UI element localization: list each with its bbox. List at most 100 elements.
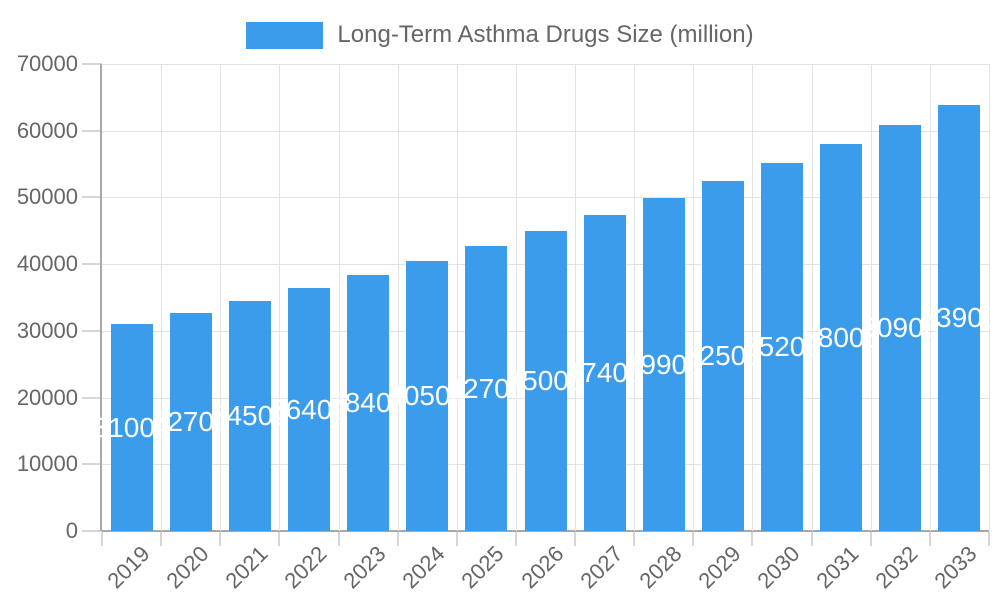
bar-value-label: 49900 bbox=[624, 348, 703, 380]
bar-2019[interactable] bbox=[110, 324, 153, 531]
legend-item[interactable]: Long-Term Asthma Drugs Size (million) bbox=[0, 20, 1000, 50]
gridline-vertical bbox=[811, 64, 813, 531]
x-tick-mark bbox=[928, 532, 931, 546]
y-axis-tick-label: 60000 bbox=[16, 117, 78, 143]
x-axis-tick-label: 2020 bbox=[161, 541, 214, 594]
gridline-vertical bbox=[752, 64, 754, 531]
x-axis-tick-label: 2029 bbox=[693, 541, 746, 594]
gridline-vertical bbox=[575, 64, 577, 531]
gridline-vertical bbox=[989, 64, 990, 531]
bar-2029[interactable] bbox=[701, 180, 744, 531]
bar-value-label: 38400 bbox=[329, 386, 408, 418]
x-tick-mark bbox=[219, 532, 222, 546]
bar-2031[interactable] bbox=[820, 144, 863, 531]
x-tick-mark bbox=[751, 532, 754, 546]
bar-2025[interactable] bbox=[465, 246, 508, 531]
bar-2024[interactable] bbox=[406, 260, 449, 531]
x-axis-line bbox=[102, 530, 989, 532]
y-tick-mark bbox=[82, 63, 102, 65]
bar-value-label: 42700 bbox=[447, 372, 526, 404]
gridline-vertical bbox=[693, 64, 695, 531]
x-axis-tick-label: 2032 bbox=[870, 541, 923, 594]
x-axis-tick-label: 2031 bbox=[811, 541, 864, 594]
x-axis-tick-label: 2024 bbox=[397, 541, 450, 594]
bar-value-label: 36400 bbox=[270, 393, 348, 425]
legend-swatch bbox=[246, 21, 324, 49]
bar-value-label: 58000 bbox=[802, 321, 881, 353]
gridline-horizontal bbox=[102, 130, 989, 132]
bar-2030[interactable] bbox=[761, 162, 804, 531]
y-axis-tick-label: 20000 bbox=[16, 384, 78, 410]
legend-label: Long-Term Asthma Drugs Size (million) bbox=[337, 21, 754, 48]
y-axis-line bbox=[100, 64, 102, 531]
x-axis-tick-label: 2025 bbox=[456, 541, 510, 594]
x-tick-mark bbox=[160, 532, 163, 546]
y-axis-tick-label: 70000 bbox=[16, 51, 78, 76]
x-tick-mark bbox=[810, 532, 813, 546]
x-axis-tick-label: 2026 bbox=[515, 541, 569, 594]
x-tick-mark bbox=[455, 532, 458, 546]
y-axis-tick-label: 10000 bbox=[16, 451, 78, 477]
y-tick-mark bbox=[82, 129, 102, 132]
y-axis-tick-label: 30000 bbox=[16, 317, 78, 343]
x-tick-mark bbox=[988, 532, 990, 546]
bar-2020[interactable] bbox=[169, 312, 212, 531]
x-tick-mark bbox=[337, 532, 340, 546]
x-axis-tick-label: 2023 bbox=[338, 541, 391, 594]
bar-value-label: 52500 bbox=[683, 339, 762, 371]
y-tick-mark bbox=[82, 329, 102, 332]
bar-2026[interactable] bbox=[524, 230, 567, 531]
gridline-horizontal bbox=[102, 197, 989, 199]
x-tick-mark bbox=[278, 532, 281, 546]
x-tick-mark bbox=[101, 532, 103, 546]
bar-value-label: 60900 bbox=[861, 311, 940, 343]
bar-2023[interactable] bbox=[347, 274, 390, 531]
gridline-vertical bbox=[870, 64, 872, 531]
gridline-vertical bbox=[634, 64, 636, 531]
x-axis-tick-label: 2022 bbox=[279, 541, 332, 594]
y-tick-mark bbox=[82, 463, 102, 466]
bar-2022[interactable] bbox=[287, 288, 330, 531]
x-axis-tick-label: 2021 bbox=[220, 541, 273, 594]
y-tick-mark bbox=[82, 196, 102, 199]
x-tick-mark bbox=[633, 532, 636, 546]
y-tick-mark bbox=[82, 263, 102, 266]
gridline-vertical bbox=[161, 64, 163, 531]
bar-2032[interactable] bbox=[879, 124, 922, 531]
x-tick-mark bbox=[514, 532, 517, 546]
x-tick-mark bbox=[692, 532, 695, 546]
x-axis-tick-label: 2033 bbox=[929, 541, 983, 594]
y-axis-tick-label: 40000 bbox=[16, 251, 78, 277]
x-axis-tick-label: 2028 bbox=[634, 541, 687, 594]
bar-value-label: 47400 bbox=[565, 356, 644, 388]
gridline-vertical bbox=[397, 64, 399, 531]
y-axis-tick-label: 50000 bbox=[16, 184, 78, 210]
y-axis-tick-label: 0 bbox=[65, 518, 78, 543]
x-tick-mark bbox=[574, 532, 577, 546]
bar-value-label: 40500 bbox=[388, 379, 467, 411]
gridline-vertical bbox=[279, 64, 281, 531]
gridline-vertical bbox=[515, 64, 517, 531]
bar-2033[interactable] bbox=[938, 104, 981, 531]
x-axis-tick-label: 2019 bbox=[101, 541, 155, 594]
bar-2021[interactable] bbox=[228, 300, 271, 531]
x-tick-mark bbox=[396, 532, 399, 546]
y-tick-mark bbox=[82, 530, 102, 532]
gridline-horizontal bbox=[102, 64, 989, 65]
bar-value-label: 32700 bbox=[151, 405, 230, 437]
gridline-vertical bbox=[338, 64, 340, 531]
bar-2027[interactable] bbox=[583, 214, 626, 531]
x-axis-tick-label: 2030 bbox=[752, 541, 805, 594]
bar-value-label: 63900 bbox=[920, 301, 999, 333]
bar-value-label: 45000 bbox=[506, 364, 585, 396]
bar-value-label: 34500 bbox=[210, 399, 289, 431]
bar-value-label: 55200 bbox=[743, 330, 821, 362]
gridline-vertical bbox=[929, 64, 931, 531]
gridline-vertical bbox=[220, 64, 222, 531]
bar-value-label: 31000 bbox=[92, 411, 171, 443]
bar-2028[interactable] bbox=[642, 198, 685, 531]
y-tick-mark bbox=[82, 396, 102, 399]
x-tick-mark bbox=[869, 532, 872, 546]
gridline-vertical bbox=[456, 64, 458, 531]
